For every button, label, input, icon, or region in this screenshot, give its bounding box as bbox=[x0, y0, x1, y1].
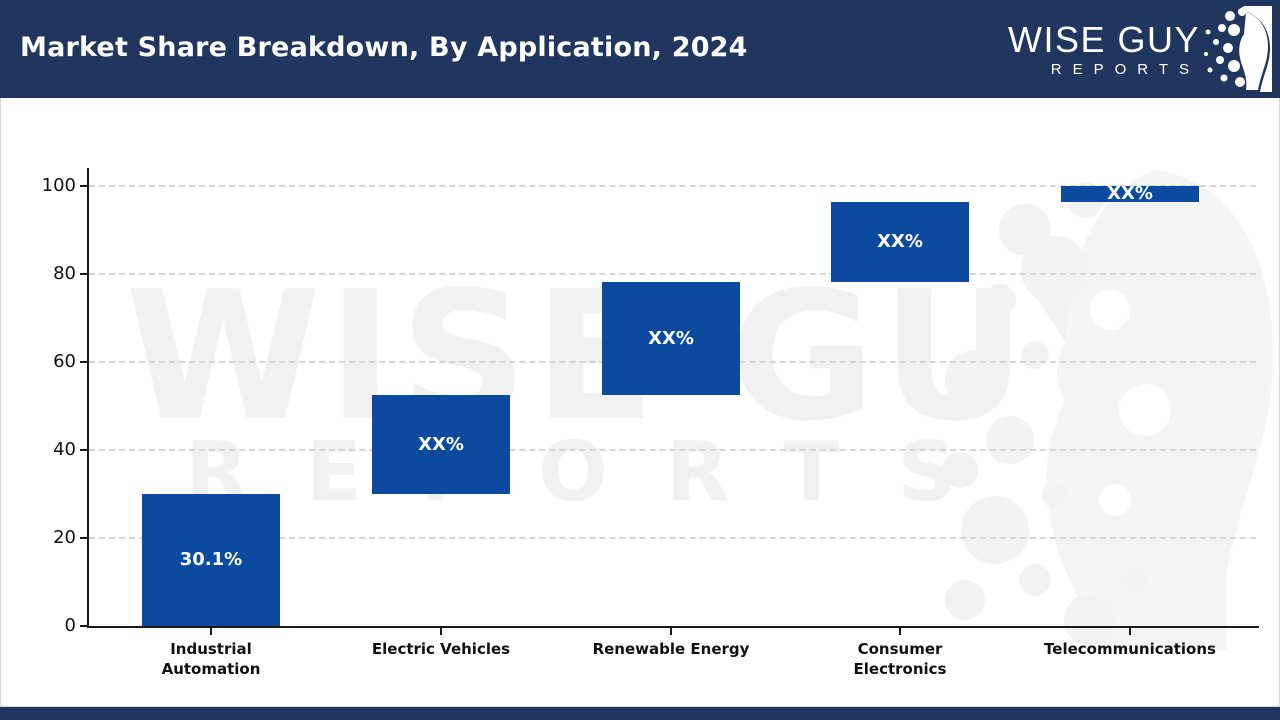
x-axis-line bbox=[87, 626, 1259, 628]
bar-value-label: XX% bbox=[648, 327, 694, 349]
gridline bbox=[89, 537, 1256, 539]
y-axis-line bbox=[87, 168, 89, 628]
bar-value-label: XX% bbox=[1107, 183, 1153, 205]
y-tick-mark bbox=[80, 537, 88, 539]
category-label-4: Consumer Electronics bbox=[785, 639, 1015, 679]
x-tick-mark bbox=[670, 628, 672, 635]
y-tick-label: 100 bbox=[41, 175, 76, 196]
footer-bar bbox=[0, 707, 1280, 720]
category-label-line: Automation bbox=[161, 660, 261, 678]
category-label-line: Renewable Energy bbox=[592, 640, 750, 658]
y-tick-label: 60 bbox=[53, 351, 76, 372]
y-tick-label: 20 bbox=[53, 527, 76, 548]
bar-value-label: XX% bbox=[877, 231, 923, 253]
y-tick-mark bbox=[80, 625, 88, 627]
category-label-line: Telecommunications bbox=[1044, 640, 1216, 658]
bar-value-label: 30.1% bbox=[179, 549, 243, 571]
y-tick-label: 40 bbox=[53, 439, 76, 460]
category-label-3: Renewable Energy bbox=[556, 639, 786, 659]
x-tick-mark bbox=[899, 628, 901, 635]
category-label-5: Telecommunications bbox=[1015, 639, 1245, 659]
x-tick-mark bbox=[440, 628, 442, 635]
y-tick-mark bbox=[80, 361, 88, 363]
y-tick-mark bbox=[80, 449, 88, 451]
category-label-2: Electric Vehicles bbox=[326, 639, 556, 659]
category-label-line: Industrial bbox=[170, 640, 252, 658]
header-bar: Market Share Breakdown, By Application, … bbox=[0, 0, 1280, 98]
chart-title: Market Share Breakdown, By Application, … bbox=[20, 32, 748, 63]
y-tick-mark bbox=[80, 273, 88, 275]
logo-text: WISE GUY REPORTS bbox=[1008, 22, 1200, 80]
x-tick-mark bbox=[1129, 628, 1131, 635]
gridline bbox=[89, 273, 1256, 275]
category-label-1: Industrial Automation bbox=[96, 639, 326, 679]
logo-wordmark: WISE GUY bbox=[1007, 19, 1200, 60]
y-tick-label: 80 bbox=[53, 263, 76, 284]
wise-guy-reports-logo: WISE GUY REPORTS bbox=[1008, 0, 1272, 98]
y-tick-mark bbox=[80, 185, 88, 187]
category-label-line: Electronics bbox=[853, 660, 947, 678]
logo-subtitle: REPORTS bbox=[1050, 61, 1200, 78]
waterfall-bar-3: XX% bbox=[602, 281, 740, 395]
bar-value-label: XX% bbox=[418, 433, 464, 455]
waterfall-bar-4: XX% bbox=[831, 201, 969, 282]
waterfall-bar-1: 30.1% bbox=[142, 493, 280, 626]
logo-head-icon bbox=[1204, 6, 1272, 92]
waterfall-bar-2: XX% bbox=[372, 394, 510, 494]
gridline bbox=[89, 449, 1256, 451]
gridline bbox=[89, 185, 1256, 187]
y-tick-label: 0 bbox=[64, 615, 76, 636]
category-label-line: Consumer bbox=[857, 640, 943, 658]
waterfall-bar-5: XX% bbox=[1061, 183, 1199, 205]
category-label-line: Electric Vehicles bbox=[371, 640, 511, 658]
x-tick-mark bbox=[210, 628, 212, 635]
